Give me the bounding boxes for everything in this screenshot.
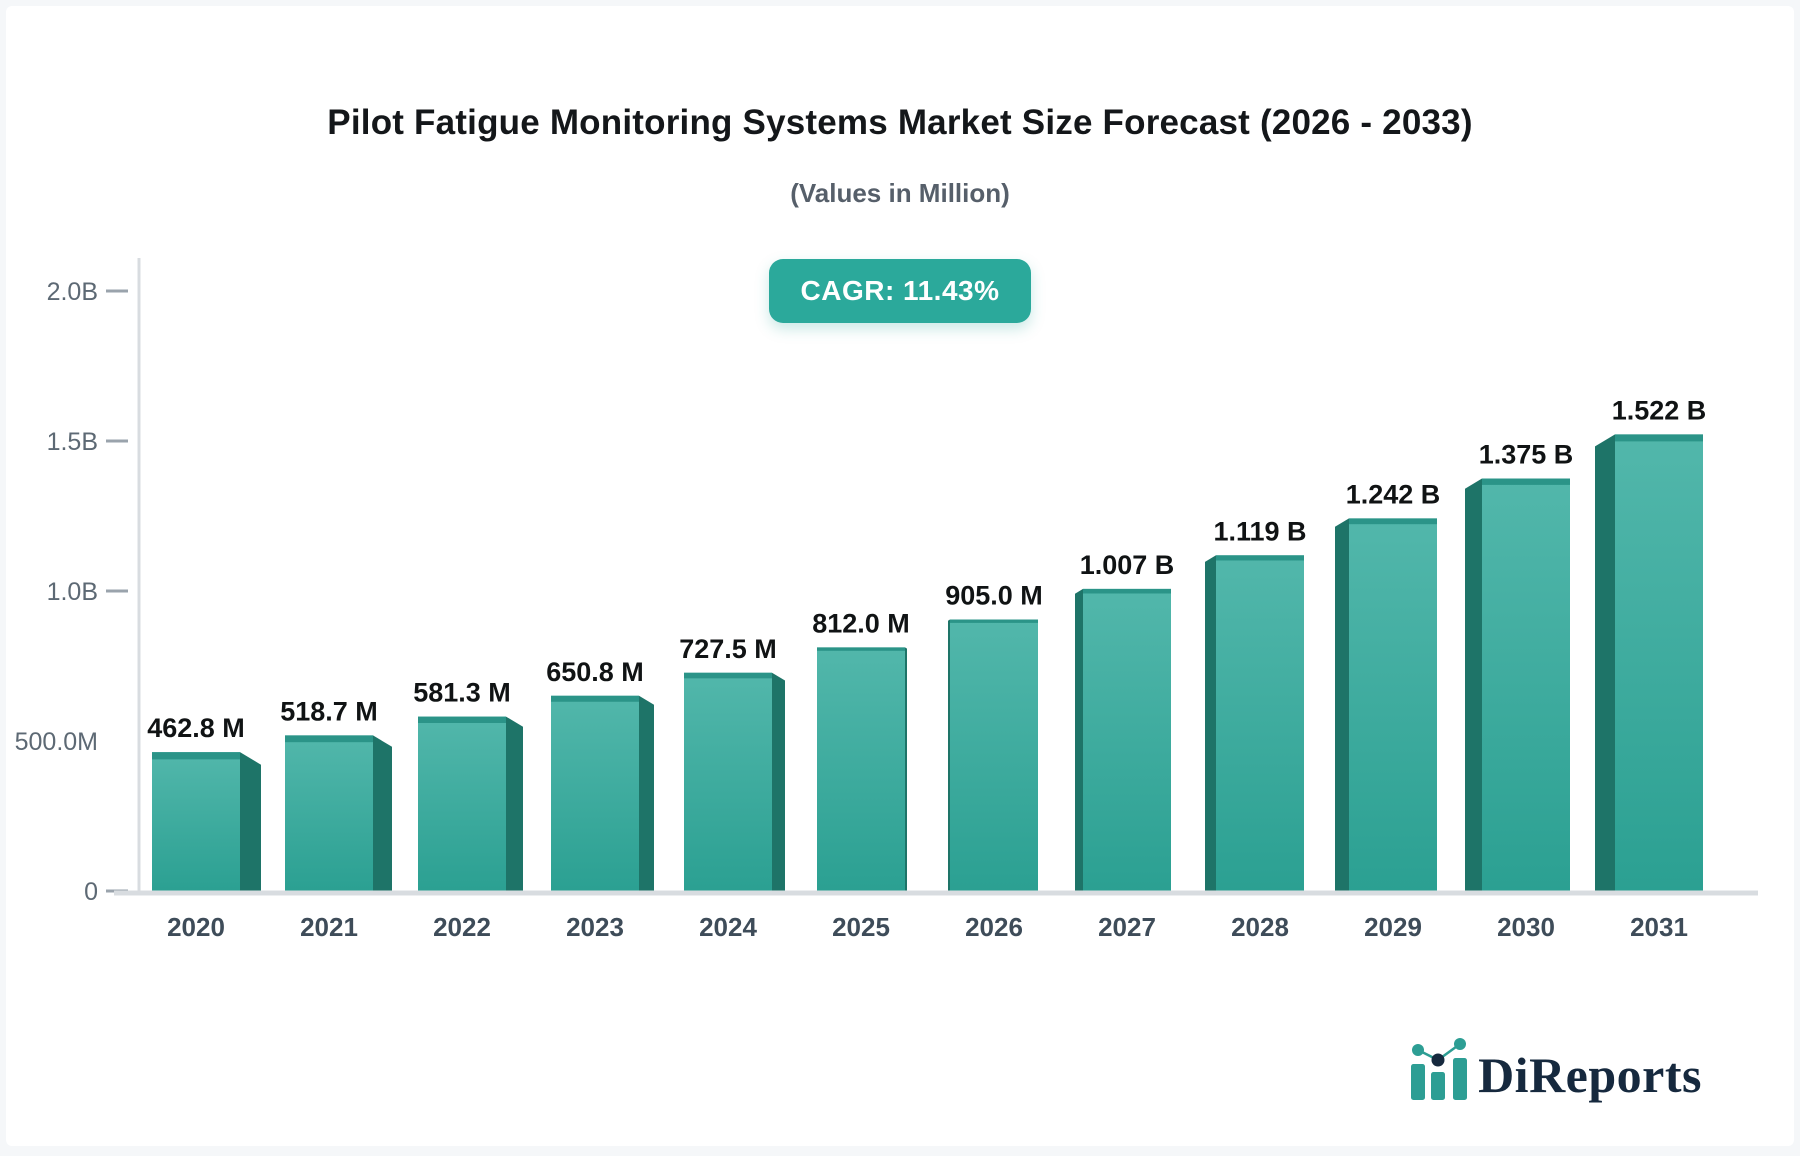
bar-2027: 1.007 B 2027 xyxy=(1075,550,1174,942)
bar-front-face xyxy=(1482,478,1570,891)
bar-side-face xyxy=(1075,588,1083,891)
bar-front-face xyxy=(152,752,240,891)
bar-top-strip xyxy=(152,752,240,760)
y-tick-label: 2.0B xyxy=(47,278,98,306)
bar-front-face xyxy=(1349,518,1437,891)
bar-side-face xyxy=(639,695,654,891)
bar-2024: 727.5 M 2024 xyxy=(679,634,785,942)
bar-side-face xyxy=(905,647,907,891)
x-axis-label: 2023 xyxy=(566,912,624,942)
x-axis-label: 2029 xyxy=(1364,912,1422,942)
bar-value-label: 650.8 M xyxy=(546,657,644,687)
x-axis-label: 2031 xyxy=(1630,912,1688,942)
bar-front-face xyxy=(817,647,905,891)
bar-front-face xyxy=(418,716,506,891)
bar-top-strip xyxy=(418,716,506,724)
bar-top-strip xyxy=(817,647,905,651)
bar-2026: 905.0 M 2026 xyxy=(945,581,1043,943)
bar-2031: 1.522 B 2031 xyxy=(1595,395,1706,942)
bar-front-face xyxy=(551,695,639,891)
bar-value-label: 518.7 M xyxy=(280,696,378,726)
bar-side-face xyxy=(506,716,523,891)
bar-side-face xyxy=(373,735,392,891)
x-axis-label: 2028 xyxy=(1231,912,1289,942)
bar-top-strip xyxy=(1482,478,1570,485)
bar-2023: 650.8 M 2023 xyxy=(546,657,654,942)
bar-front-face xyxy=(1216,555,1304,891)
chart-card: Pilot Fatigue Monitoring Systems Market … xyxy=(6,6,1794,1146)
bar-top-strip xyxy=(285,735,373,743)
bar-2021: 518.7 M 2021 xyxy=(280,696,392,942)
bar-2028: 1.119 B 2028 xyxy=(1205,516,1307,942)
x-axis-label: 2030 xyxy=(1497,912,1555,942)
bar-side-face xyxy=(1335,518,1349,891)
bar-front-face xyxy=(1083,588,1171,891)
direports-logo-icon xyxy=(1411,1038,1468,1100)
bar-chart: 2.0B 1.5B 1.0B 500.0M 0 462.8 M 2020 518.7 M 202… xyxy=(15,258,1758,943)
bar-value-label: 1.007 B xyxy=(1080,550,1175,580)
bar-top-strip xyxy=(551,695,639,702)
direports-logo-text: DiReports xyxy=(1478,1047,1702,1103)
y-tick-label: 0 xyxy=(84,878,98,906)
bar-top-strip xyxy=(1349,518,1437,525)
x-axis-label: 2022 xyxy=(433,912,491,942)
y-tick-label: 1.5B xyxy=(47,428,98,456)
bar-2025: 812.0 M 2025 xyxy=(812,608,910,942)
bar-side-face xyxy=(240,752,261,891)
bar-front-face xyxy=(285,735,373,891)
x-axis-label: 2025 xyxy=(832,912,890,942)
bar-2030: 1.375 B 2030 xyxy=(1465,440,1574,942)
bar-value-label: 727.5 M xyxy=(679,634,777,664)
chart-subtitle: (Values in Million) xyxy=(790,178,1010,208)
bar-2020: 462.8 M 2020 xyxy=(147,713,261,942)
x-axis-label: 2021 xyxy=(300,912,358,942)
x-axis-label: 2020 xyxy=(167,912,225,942)
cagr-badge-row: CAGR: 11.43% xyxy=(6,259,1794,323)
bar-value-label: 812.0 M xyxy=(812,608,910,638)
bar-value-label: 1.242 B xyxy=(1346,479,1441,509)
bar-value-label: 1.119 B xyxy=(1213,516,1306,546)
bar-value-label: 581.3 M xyxy=(413,678,511,708)
bar-top-strip xyxy=(684,672,772,679)
bar-front-face xyxy=(950,619,1038,891)
bar-front-face xyxy=(684,672,772,891)
bar-side-face xyxy=(772,672,785,891)
cagr-badge: CAGR: 11.43% xyxy=(768,259,1032,323)
bar-value-label: 905.0 M xyxy=(945,581,1043,611)
bar-value-label: 1.522 B xyxy=(1612,395,1707,425)
bar-value-label: 462.8 M xyxy=(147,713,245,743)
y-tick-label: 500.0M xyxy=(15,728,98,756)
x-axis-label: 2027 xyxy=(1098,912,1156,942)
direports-logo: DiReports xyxy=(1408,1034,1702,1100)
bar-top-strip xyxy=(1083,588,1171,594)
x-axis-label: 2026 xyxy=(965,912,1023,942)
bar-side-face xyxy=(1595,434,1615,891)
y-tick-label: 1.0B xyxy=(47,578,98,606)
bar-side-face xyxy=(1205,555,1216,891)
bar-top-strip xyxy=(1216,555,1304,561)
bar-2029: 1.242 B 2029 xyxy=(1335,479,1440,942)
bar-value-label: 1.375 B xyxy=(1479,440,1574,470)
bar-top-strip xyxy=(1615,434,1703,442)
bar-2022: 581.3 M 2022 xyxy=(413,678,523,942)
bar-side-face xyxy=(948,619,950,891)
chart-title: Pilot Fatigue Monitoring Systems Market … xyxy=(327,103,1473,142)
bar-side-face xyxy=(1465,478,1482,891)
bar-front-face xyxy=(1615,434,1703,891)
x-axis-label: 2024 xyxy=(699,912,757,942)
bar-top-strip xyxy=(950,619,1038,623)
